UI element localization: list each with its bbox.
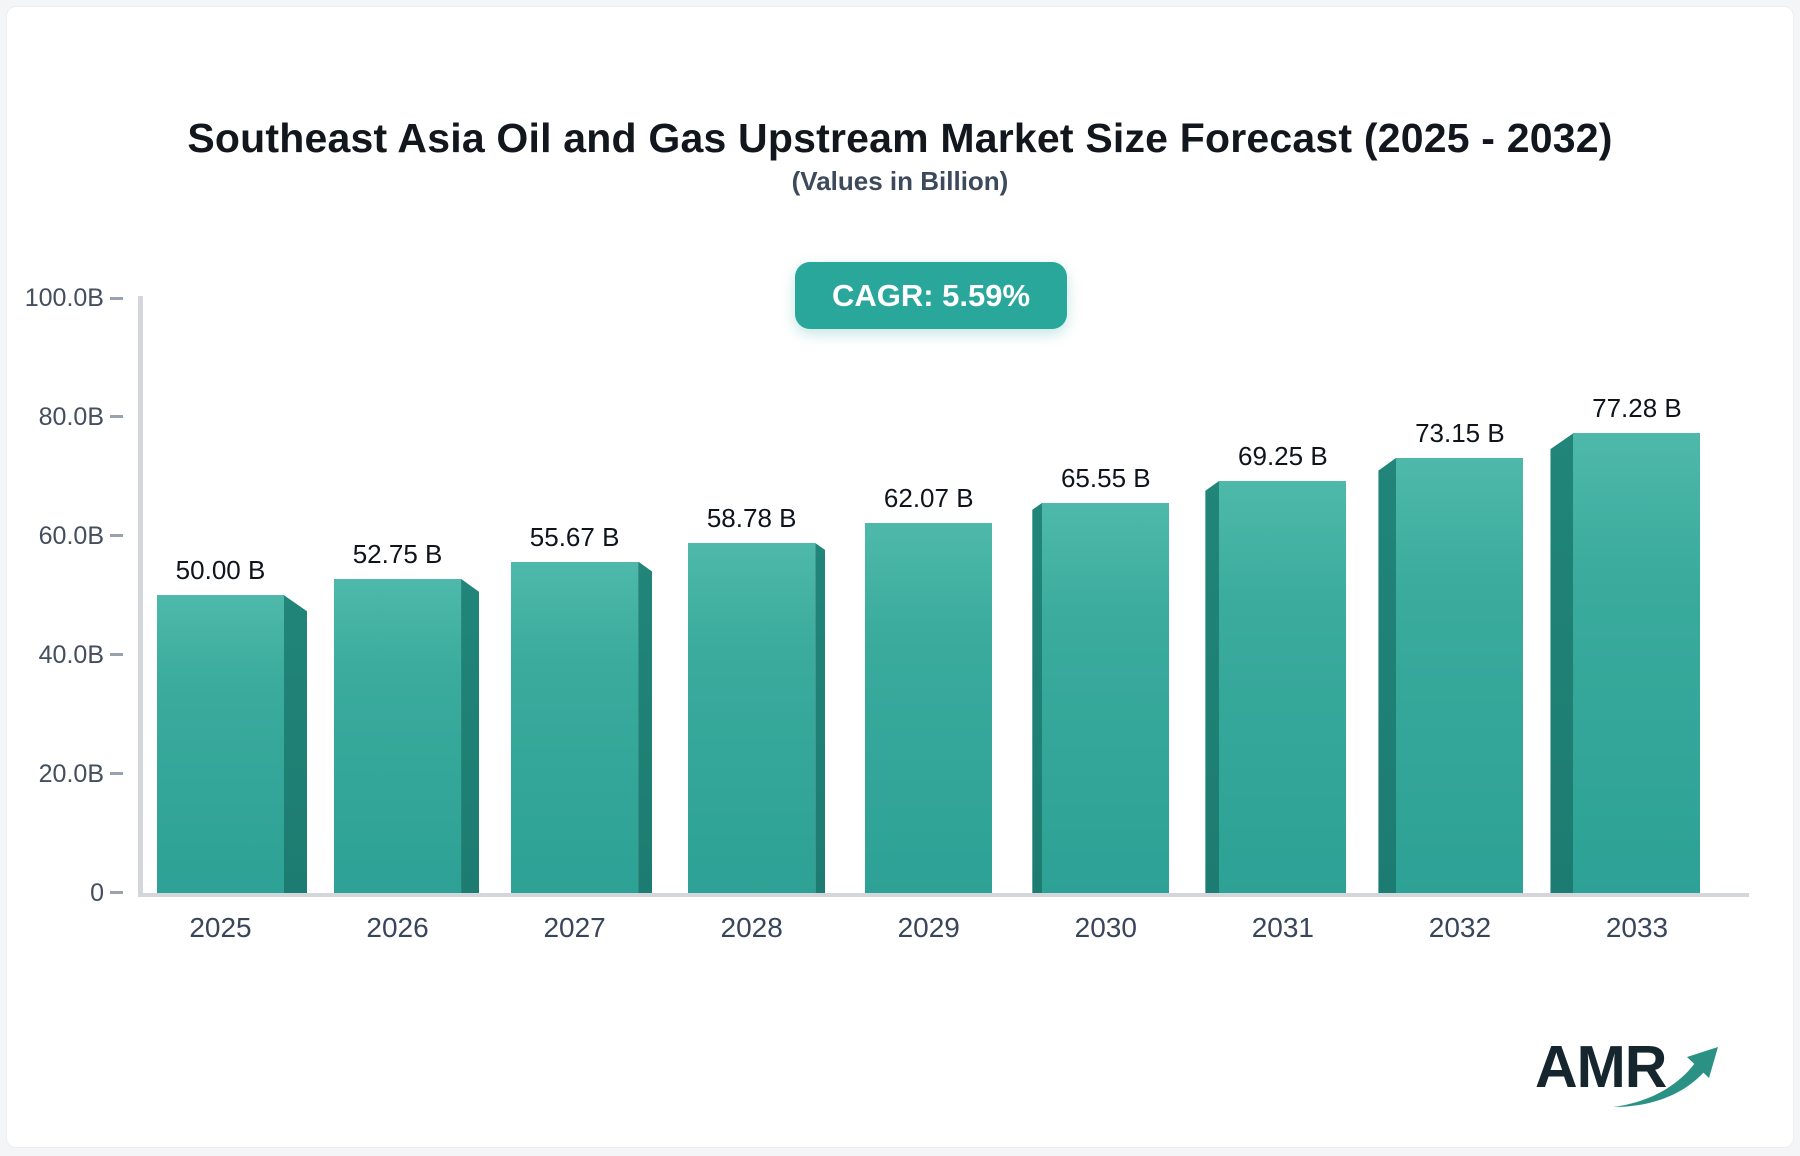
bar-face xyxy=(1396,457,1524,896)
bar-value-label: 62.07 B xyxy=(883,483,974,514)
bar-2029 xyxy=(865,523,993,896)
x-axis-label: 2026 xyxy=(366,912,429,943)
amr-logo-text: AMR xyxy=(1535,1034,1667,1100)
x-axis-label: 2029 xyxy=(897,912,960,943)
bar-3d-side xyxy=(638,561,653,896)
chart-subtitle: (Values in Billion) xyxy=(791,166,1009,196)
bar-face xyxy=(1573,433,1701,896)
y-axis-tick xyxy=(110,534,123,538)
x-axis-label: 2031 xyxy=(1251,912,1314,943)
y-axis-label: 100.0B xyxy=(24,284,104,312)
cagr-badge-label: CAGR: 5.59% xyxy=(831,277,1031,313)
bar-face xyxy=(1042,502,1170,896)
bar-value-label: 58.78 B xyxy=(706,503,797,534)
bar-value-label: 77.28 B xyxy=(1592,393,1682,424)
y-axis-tick xyxy=(110,772,123,776)
y-axis-tick xyxy=(110,891,123,894)
bar-face xyxy=(334,578,462,896)
x-axis-label: 2030 xyxy=(1074,912,1137,943)
x-axis-label: 2032 xyxy=(1428,912,1492,943)
amr-logo: AMR xyxy=(1535,1037,1725,1117)
bar-chart-plot-area: 0 20.0B 40.0B 60.0B 80.0B 100.0B 50.00 B 2025 52… xyxy=(7,7,1793,1147)
x-axis-line xyxy=(138,892,1749,897)
bar-value-label: 50.00 B xyxy=(175,555,266,586)
bar-3d-side xyxy=(1378,457,1397,896)
x-axis-label: 2033 xyxy=(1605,912,1669,943)
y-axis-tick xyxy=(110,415,123,419)
bar-3d-side xyxy=(815,543,826,896)
chart-card: Southeast Asia Oil and Gas Upstream Mark… xyxy=(6,6,1794,1148)
y-axis-tick xyxy=(110,653,123,657)
bar-value-label: 73.15 B xyxy=(1415,417,1505,448)
bar-2031 xyxy=(1205,480,1347,896)
y-axis-tick xyxy=(110,296,123,300)
x-axis-label: 2027 xyxy=(543,912,606,943)
bar-2030 xyxy=(1032,502,1170,896)
growth-arrow-icon xyxy=(1613,1047,1718,1107)
bar-2026 xyxy=(334,578,480,896)
bar-value-label: 52.75 B xyxy=(352,538,443,569)
cagr-badge: CAGR: 5.59% xyxy=(795,262,1067,329)
bar-face xyxy=(157,595,284,896)
bar-face xyxy=(688,543,816,896)
y-axis-label: 0 xyxy=(90,878,104,907)
bar-face xyxy=(865,523,993,896)
bar-3d-side xyxy=(1032,502,1043,896)
bar-2025 xyxy=(157,595,307,896)
chart-title: Southeast Asia Oil and Gas Upstream Mark… xyxy=(187,115,1613,161)
bar-3d-side xyxy=(461,578,480,896)
y-axis-label: 20.0B xyxy=(38,759,104,788)
y-axis-label: 60.0B xyxy=(38,521,104,550)
bar-value-label: 65.55 B xyxy=(1060,462,1151,493)
bar-face xyxy=(1219,480,1347,896)
x-axis-label: 2025 xyxy=(189,912,252,943)
bar-2028 xyxy=(688,543,826,896)
bar-3d-side xyxy=(1550,433,1574,896)
bar-3d-side xyxy=(1205,480,1220,896)
y-axis-label: 40.0B xyxy=(38,640,104,669)
bar-2033 xyxy=(1550,433,1701,896)
bar-value-label: 69.25 B xyxy=(1238,440,1328,471)
y-axis-label: 80.0B xyxy=(38,402,104,431)
y-axis-line xyxy=(138,296,143,897)
bar-3d-side xyxy=(284,595,307,896)
bar-2032 xyxy=(1378,457,1524,896)
x-axis-label: 2028 xyxy=(720,912,783,943)
bar-face xyxy=(511,561,639,896)
bar-2027 xyxy=(511,561,653,896)
bar-value-label: 55.67 B xyxy=(529,521,620,552)
